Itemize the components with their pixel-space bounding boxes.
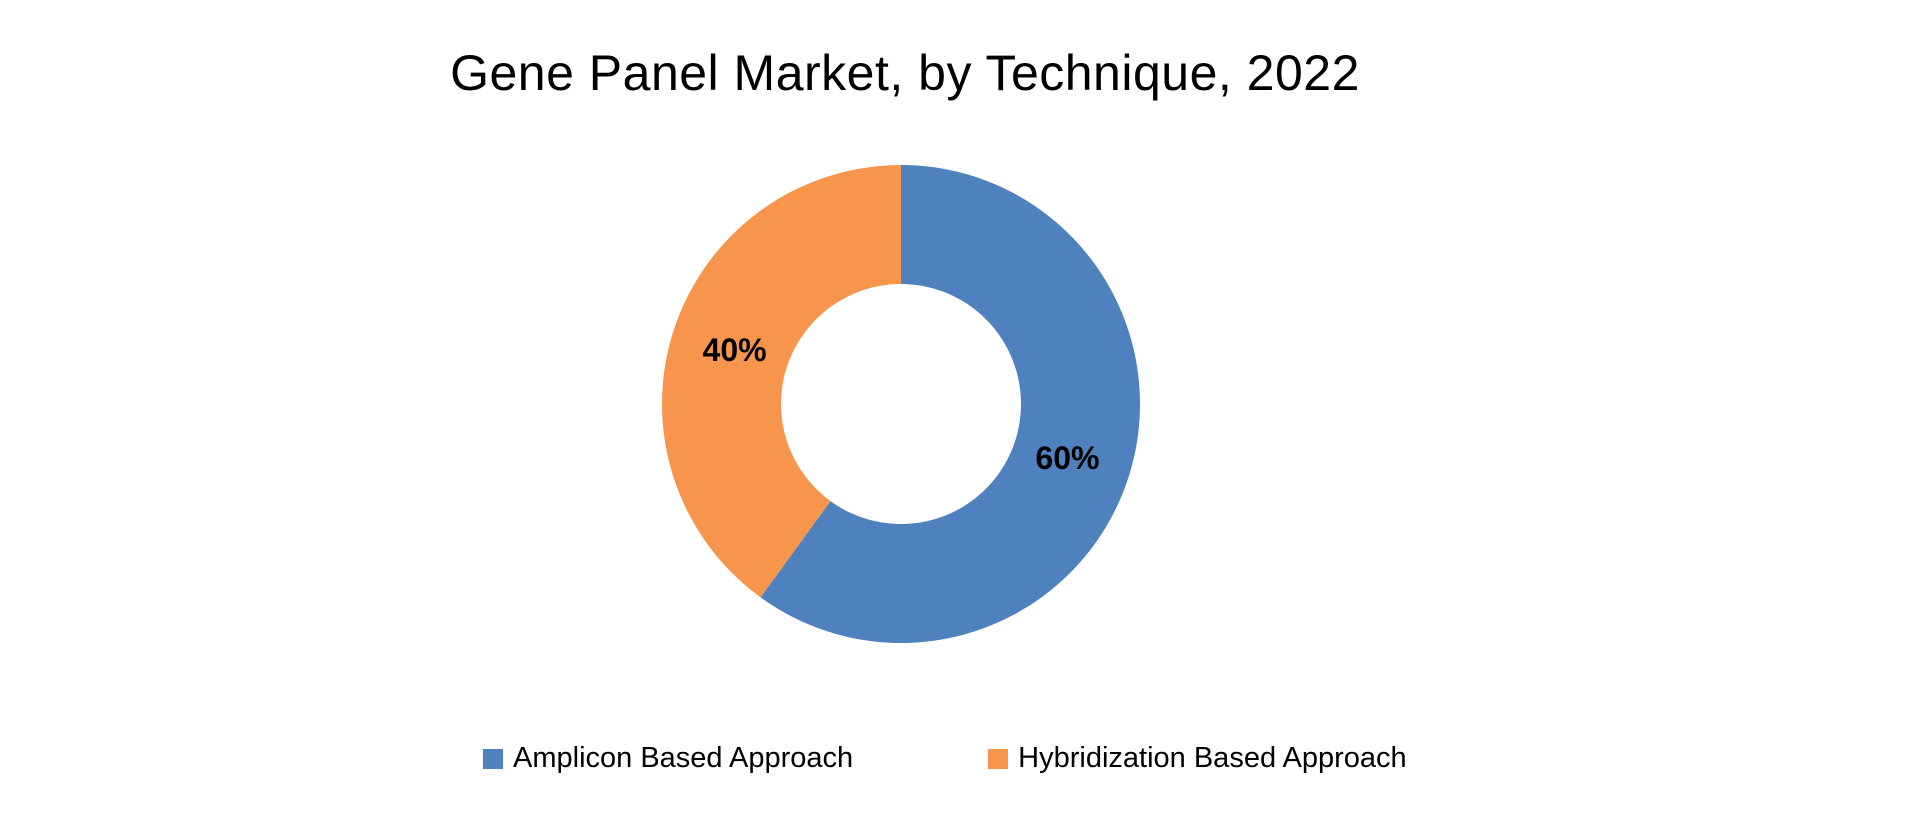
legend: Amplicon Based Approach Hybridization Ba…: [483, 742, 1407, 775]
data-label: 40%: [703, 332, 767, 368]
legend-swatch-amplicon: [483, 748, 503, 769]
legend-label-amplicon: Amplicon Based Approach: [513, 742, 854, 774]
legend-label-hybridization: Hybridization Based Approach: [1018, 742, 1407, 774]
legend-item-hybridization: Hybridization Based Approach: [988, 742, 1407, 775]
donut-chart: 60% 40%: [662, 165, 1140, 643]
chart-title: Gene Panel Market, by Technique, 2022: [450, 45, 1360, 101]
legend-swatch-hybridization: [988, 748, 1009, 769]
legend-item-amplicon: Amplicon Based Approach: [483, 742, 853, 775]
donut-slice-hybridization-based-approach: [662, 165, 901, 598]
data-label: 60%: [1035, 440, 1099, 476]
donut-slice-amplicon-based-approach: [760, 165, 1140, 643]
